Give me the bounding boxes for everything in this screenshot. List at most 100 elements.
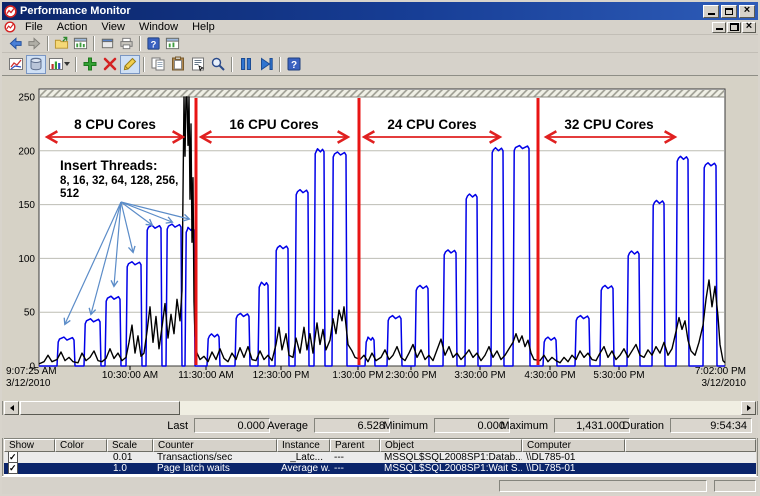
cell-instance: Average w... (281, 463, 330, 474)
show-checkbox[interactable]: ✓ (8, 463, 18, 474)
stat-label-duration: Duration (622, 420, 664, 432)
highlight-icon[interactable] (120, 54, 140, 74)
help-icon[interactable]: ? (144, 35, 163, 52)
cell-parent: --- (334, 463, 344, 474)
x-tick-label: 10:30:00 AM (102, 370, 158, 381)
update-data-icon[interactable] (256, 55, 276, 74)
view-log-data-icon[interactable] (26, 54, 46, 74)
cell-color (55, 452, 107, 463)
legend-col-computer[interactable]: Computer (522, 439, 625, 452)
legend-col-object[interactable]: Object (380, 439, 522, 452)
x-tick-label: 11:30:00 AM (178, 370, 233, 381)
cell-parent: --- (334, 452, 344, 463)
minimize-button[interactable] (703, 4, 719, 18)
legend-header: Show Color Scale Counter Instance Parent Objec… (4, 439, 756, 452)
back-icon[interactable] (6, 35, 25, 52)
forward-icon[interactable] (25, 35, 44, 52)
status-bar (2, 476, 758, 494)
performance-chart: 0 50 100 150 200 250 10:30:00 AM 11:30:00 AM 12:… (2, 76, 758, 401)
stat-label-last: Last (167, 420, 188, 432)
legend-col-scale[interactable]: Scale (107, 439, 153, 452)
zoom-icon[interactable] (208, 55, 228, 74)
series-page-latch-waits (38, 96, 726, 365)
x-tick-label: 4:30:00 PM (524, 370, 575, 381)
paste-counter-list-icon[interactable] (168, 55, 188, 74)
stat-value-minimum: 0.000 (434, 418, 510, 433)
cell-object: MSSQL$SQL2008SP1:Datab... (384, 452, 522, 463)
properties-icon[interactable] (188, 55, 208, 74)
x-tick-label: 3:30:00 PM (454, 370, 505, 381)
chart-type-icon[interactable] (46, 55, 66, 74)
chart-scrollbar[interactable] (4, 401, 756, 415)
stat-label-average: Average (267, 420, 308, 432)
menu-view[interactable]: View (101, 21, 125, 33)
scroll-left-button[interactable] (4, 401, 19, 415)
insert-threads-arrow (88, 201, 122, 316)
help2-icon[interactable]: ? (284, 55, 304, 74)
menu-action[interactable]: Action (56, 21, 88, 33)
copy-properties-icon[interactable] (148, 55, 168, 74)
legend-col-show[interactable]: Show (4, 439, 55, 452)
menu-bar: File Action View Window Help × (2, 20, 758, 35)
mdi-close-button[interactable]: × (742, 21, 756, 33)
legend-col-color[interactable]: Color (55, 439, 107, 452)
toolbar-separator (231, 56, 233, 72)
toolbar-perf: ? (2, 53, 758, 76)
x-start-label: 3/12/2010 (6, 378, 51, 389)
cell-scale: 1.0 (113, 463, 127, 474)
legend-row-1[interactable]: ✓ 0.01 Transactions/sec _Latc... --- MSSQL$SQ… (4, 452, 756, 463)
menu-items: File Action View Window Help (18, 20, 712, 34)
toolbar-separator (143, 56, 145, 72)
stats-row: Last 0.000 Average 6.528 Minimum 0.000 Maximum… (2, 415, 758, 438)
print-icon[interactable] (117, 35, 136, 52)
freeze-display-icon[interactable] (236, 55, 256, 74)
legend-col-filler (625, 439, 756, 452)
insert-threads-arrow (110, 201, 122, 288)
x-tick-label: 1:30:00 PM (332, 370, 383, 381)
cell-counter: Page latch waits (157, 463, 230, 474)
stat-value-maximum: 1,431.000 (554, 418, 630, 433)
view-current-activity-icon[interactable] (6, 55, 26, 74)
scrollbar-track[interactable] (19, 401, 741, 415)
toolbar-main: ? (2, 35, 758, 53)
window-icon[interactable] (163, 35, 182, 52)
mdi-restore-button[interactable] (727, 21, 741, 33)
insert-threads-label: Insert Threads: (60, 158, 158, 173)
insert-threads-arrow (120, 201, 136, 254)
show-checkbox[interactable]: ✓ (8, 452, 18, 463)
insert-threads-arrow (63, 201, 122, 326)
stat-label-maximum: Maximum (500, 420, 548, 432)
export-folder-icon[interactable] (52, 35, 71, 52)
insert-threads-arrow (120, 201, 174, 224)
menu-file[interactable]: File (25, 21, 43, 33)
menu-window[interactable]: Window (138, 21, 179, 33)
console-tree-icon[interactable] (71, 35, 90, 52)
console-child-icon (4, 21, 16, 33)
y-tick-label: 100 (18, 254, 35, 265)
legend-row-2[interactable]: ✓ 1.0 Page latch waits Average w... --- MSSQL… (4, 463, 756, 474)
scrollbar-thumb[interactable] (20, 401, 180, 415)
legend-col-parent[interactable]: Parent (330, 439, 380, 452)
delete-counter-icon[interactable] (100, 55, 120, 74)
menu-help[interactable]: Help (192, 21, 215, 33)
chart-type-caret[interactable] (64, 62, 70, 66)
section-annotations: 8 CPU Cores 16 CPU Cores 24 CPU Cores 32 CP… (44, 117, 678, 326)
add-counter-icon[interactable] (80, 55, 100, 74)
stat-value-average: 6.528 (314, 418, 390, 433)
dialog-icon[interactable] (98, 35, 117, 52)
legend-col-instance[interactable]: Instance (277, 439, 330, 452)
insert-threads-arrow (120, 201, 191, 222)
mdi-minimize-button[interactable] (712, 21, 726, 33)
legend-col-counter[interactable]: Counter (153, 439, 277, 452)
toolbar-separator (93, 36, 95, 51)
maximize-button[interactable] (721, 4, 737, 18)
title-bar[interactable]: Performance Monitor × (2, 2, 758, 20)
scroll-right-button[interactable] (741, 401, 756, 415)
cell-object: MSSQL$SQL2008SP1:Wait S... (384, 463, 522, 474)
stat-value-duration: 9:54:34 (670, 418, 752, 433)
close-button[interactable]: × (739, 4, 755, 18)
toolbar-separator (139, 36, 141, 51)
cell-counter: Transactions/sec (157, 452, 233, 463)
x-end-label: 7:02:00 PM (695, 366, 746, 377)
cell-computer: \\DL785-01 (526, 463, 576, 474)
